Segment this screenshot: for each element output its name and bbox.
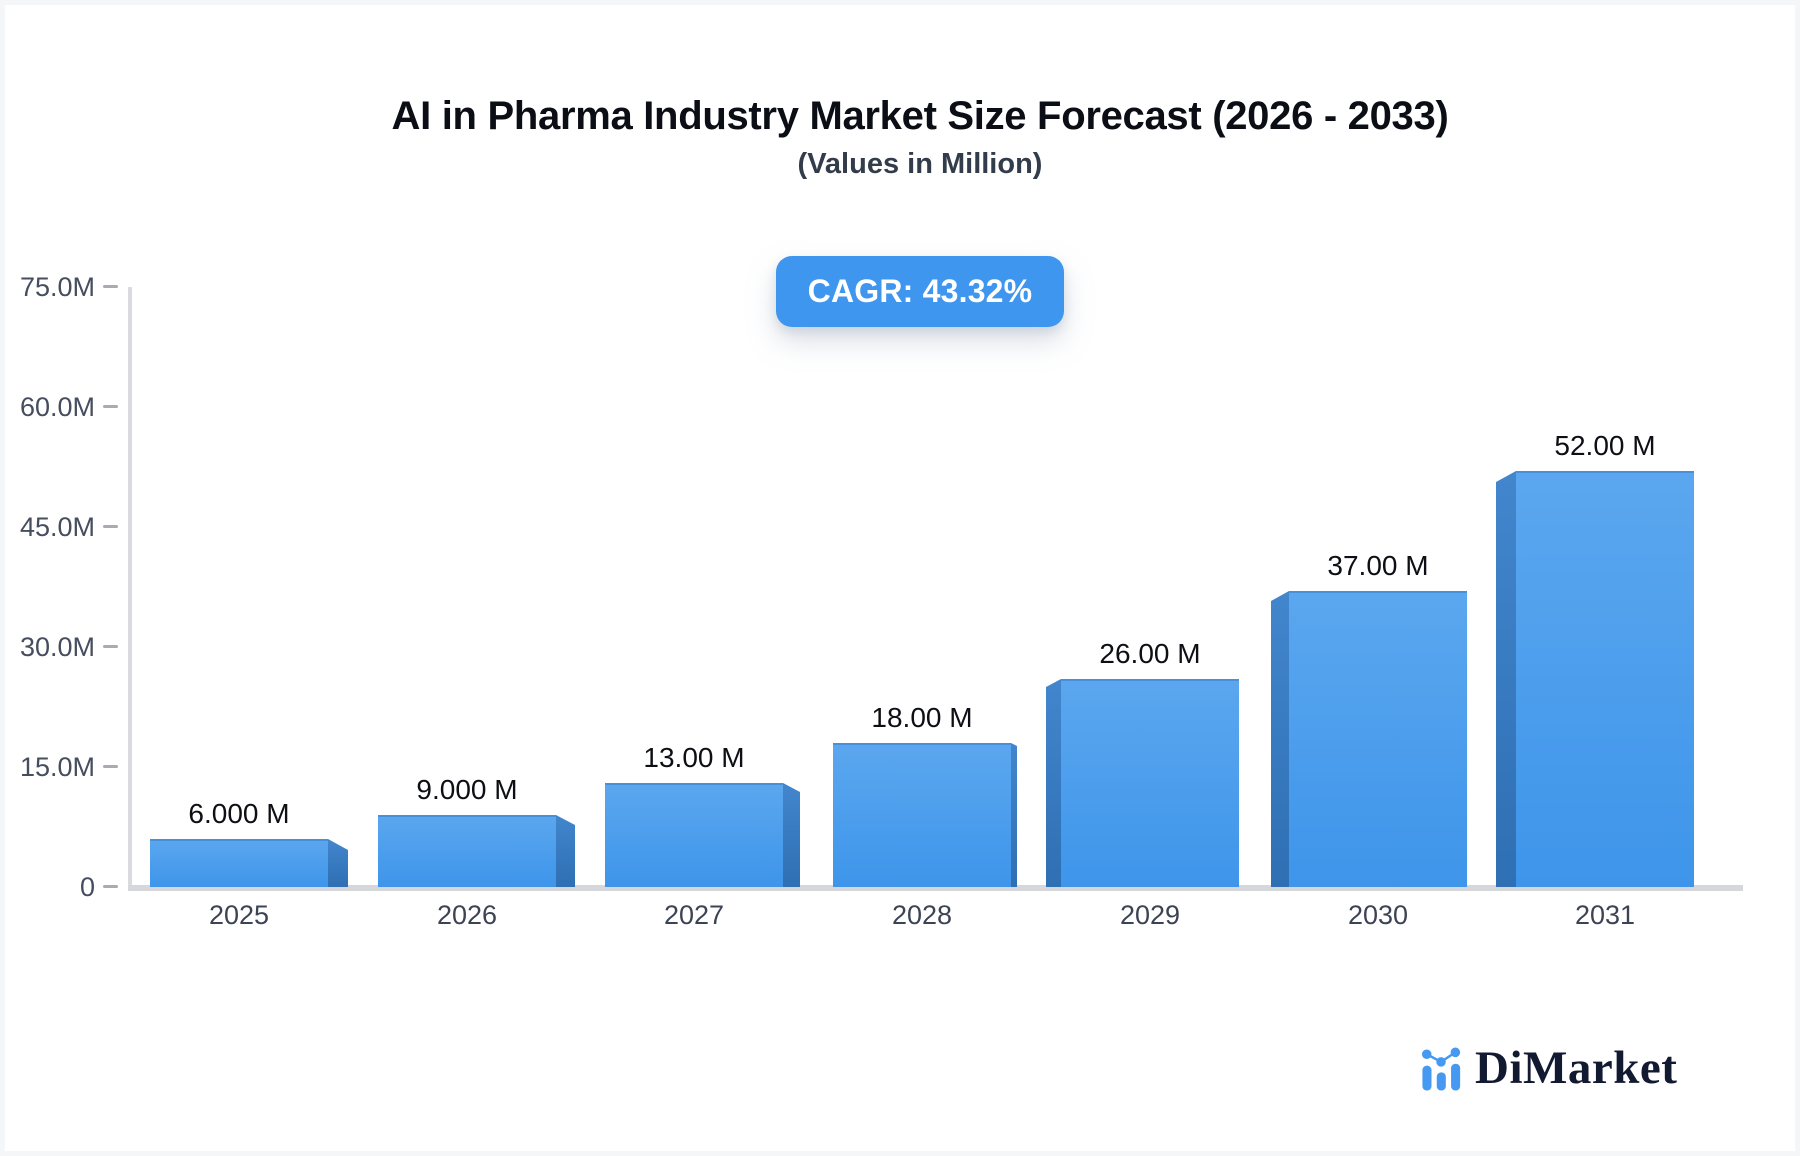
- bar-value-label: 18.00 M: [871, 702, 973, 733]
- bar: [605, 783, 783, 887]
- bar: [150, 839, 328, 887]
- bar-value-label: 37.00 M: [1327, 550, 1429, 581]
- y-axis-tick: [103, 525, 118, 528]
- bar: [1289, 591, 1467, 887]
- y-axis-line: [128, 287, 132, 887]
- bar: [1061, 679, 1239, 887]
- x-axis-label: 2031: [1574, 900, 1636, 930]
- bar-side-panel: [328, 839, 348, 887]
- bar-value-label: 26.00 M: [1099, 638, 1201, 669]
- y-axis-label: 75.0M: [19, 272, 95, 302]
- cagr-badge: CAGR: 43.32%: [776, 256, 1064, 327]
- y-axis-tick: [103, 285, 118, 288]
- bar-side-panel: [783, 783, 800, 887]
- brand-logo: DiMarket: [1421, 1042, 1677, 1092]
- y-axis-label: 60.0M: [19, 392, 95, 422]
- x-axis-label: 2025: [208, 900, 270, 930]
- bar: [1516, 471, 1694, 887]
- x-axis-label: 2026: [436, 900, 498, 930]
- y-axis-label: 45.0M: [19, 512, 95, 542]
- brand-name: DiMarket: [1475, 1042, 1678, 1094]
- y-axis-tick: [103, 765, 118, 768]
- bar-side-panel: [1046, 679, 1061, 887]
- bar-value-label: 52.00 M: [1554, 430, 1656, 461]
- x-axis-label: 2030: [1347, 900, 1409, 930]
- x-axis-label: 2028: [891, 900, 953, 930]
- cagr-badge-label: CAGR: 43.32%: [807, 273, 1033, 309]
- bar: [833, 743, 1011, 887]
- x-axis-label: 2027: [663, 900, 725, 930]
- x-axis-line: [128, 885, 1743, 891]
- bar-side-panel: [1011, 743, 1017, 887]
- chart-header: AI in Pharma Industry Market Size Foreca…: [40, 92, 1800, 182]
- bar-chart-sparkline-icon: [1421, 1047, 1461, 1091]
- y-axis-tick: [103, 645, 118, 648]
- bar-value-label: 6.000 M: [188, 798, 290, 829]
- bar: [378, 815, 556, 887]
- y-axis-tick: [103, 885, 118, 888]
- y-axis-tick: [103, 405, 118, 408]
- chart-subtitle: (Values in Million): [797, 148, 1043, 180]
- bar-side-panel: [1496, 471, 1516, 887]
- x-axis-label: 2029: [1119, 900, 1181, 930]
- y-axis-label: 0: [79, 872, 95, 902]
- chart-title: AI in Pharma Industry Market Size Foreca…: [391, 94, 1449, 138]
- bar-side-panel: [556, 815, 575, 887]
- bar-value-label: 9.000 M: [416, 774, 518, 805]
- y-axis-label: 15.0M: [19, 752, 95, 782]
- y-axis-label: 30.0M: [19, 632, 95, 662]
- bar-side-panel: [1271, 591, 1289, 887]
- bar-value-label: 13.00 M: [643, 742, 745, 773]
